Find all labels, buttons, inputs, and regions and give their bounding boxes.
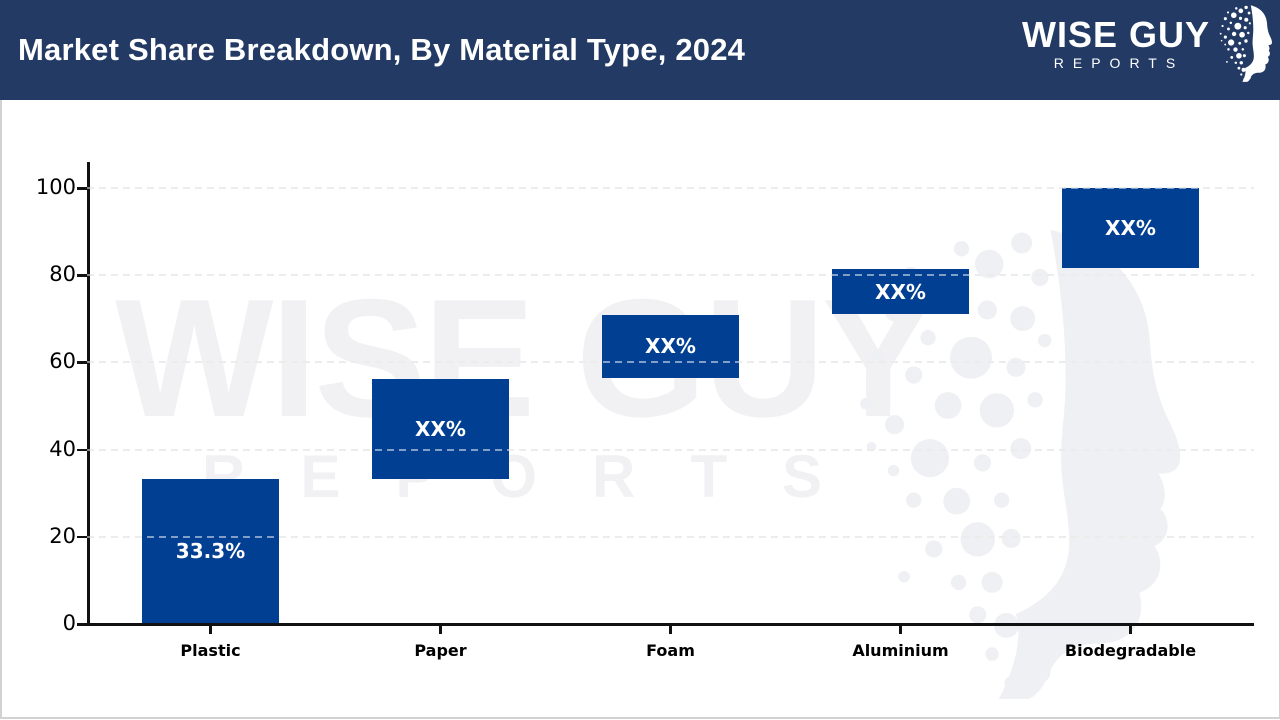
bar-value-label: XX% — [875, 279, 926, 304]
y-axis-tick-label: 0 — [62, 611, 76, 635]
bar-value-label: XX% — [415, 416, 466, 441]
y-axis-tick-label: 20 — [49, 523, 76, 548]
y-axis-tick-label: 80 — [49, 262, 76, 287]
y-axis-tick-mark — [77, 361, 87, 364]
gridline-overlay — [87, 535, 1254, 538]
y-axis-tick-mark — [77, 274, 87, 277]
x-axis-category-label: Foam — [646, 641, 695, 660]
waterfall-bar: XX% — [372, 378, 509, 479]
page-border-left — [0, 100, 2, 718]
x-axis-category-label: Biodegradable — [1064, 641, 1197, 660]
y-axis-spine — [87, 162, 90, 625]
y-axis-tick-mark — [77, 535, 87, 539]
bar-value-label: XX% — [1105, 216, 1156, 241]
x-axis-category-label: Plastic — [180, 641, 241, 660]
y-axis-tick-mark — [77, 448, 87, 452]
bar-value-label: XX% — [645, 334, 696, 359]
wiseguy-logo: WISE GUY REPORTS — [1022, 4, 1274, 82]
logo-wordmark-line1: WISE GUY — [1021, 13, 1210, 55]
x-axis-category-label: Aluminium — [852, 641, 949, 660]
gridline-overlay — [87, 448, 1254, 451]
logo-face-icon — [1219, 5, 1272, 82]
x-axis-category-label: Paper — [414, 641, 467, 660]
y-axis-tick-label: 100 — [35, 175, 76, 199]
watermark-wordmark: WISE GUY — [115, 264, 934, 452]
page-title: Market Share Breakdown, By Material Type… — [18, 32, 746, 67]
waterfall-bar: XX% — [832, 269, 969, 314]
x-axis-tick-mark — [899, 625, 902, 634]
y-axis-tick-mark — [77, 623, 87, 626]
header-bar: Market Share Breakdown, By Material Type… — [0, 0, 1280, 100]
waterfall-bar: XX% — [602, 314, 739, 379]
waterfall-bar: XX% — [1062, 188, 1199, 269]
watermark-reports: REPORTS — [202, 443, 878, 510]
logo-wordmark-line2: REPORTS — [1053, 54, 1185, 71]
gridline-overlay — [87, 361, 1254, 364]
y-axis-tick-label: 60 — [49, 349, 76, 374]
x-axis-tick-mark — [439, 625, 442, 634]
waterfall-bar: 33.3% — [142, 478, 279, 624]
page-border-bottom — [0, 717, 1280, 719]
x-axis-tick-mark — [669, 625, 672, 634]
page-border-right — [1278, 100, 1280, 718]
x-axis-spine — [87, 622, 1254, 626]
y-axis-tick-label: 40 — [49, 436, 76, 461]
x-axis-tick-mark — [1129, 625, 1132, 634]
logo-wordmark: WISE GUY REPORTS — [1021, 13, 1210, 71]
gridline-overlay — [87, 274, 1254, 277]
y-axis-tick-mark — [77, 187, 87, 190]
x-axis-tick-mark — [209, 625, 212, 634]
bar-value-label: 33.3% — [175, 539, 246, 564]
gridline-overlay — [87, 187, 1254, 189]
